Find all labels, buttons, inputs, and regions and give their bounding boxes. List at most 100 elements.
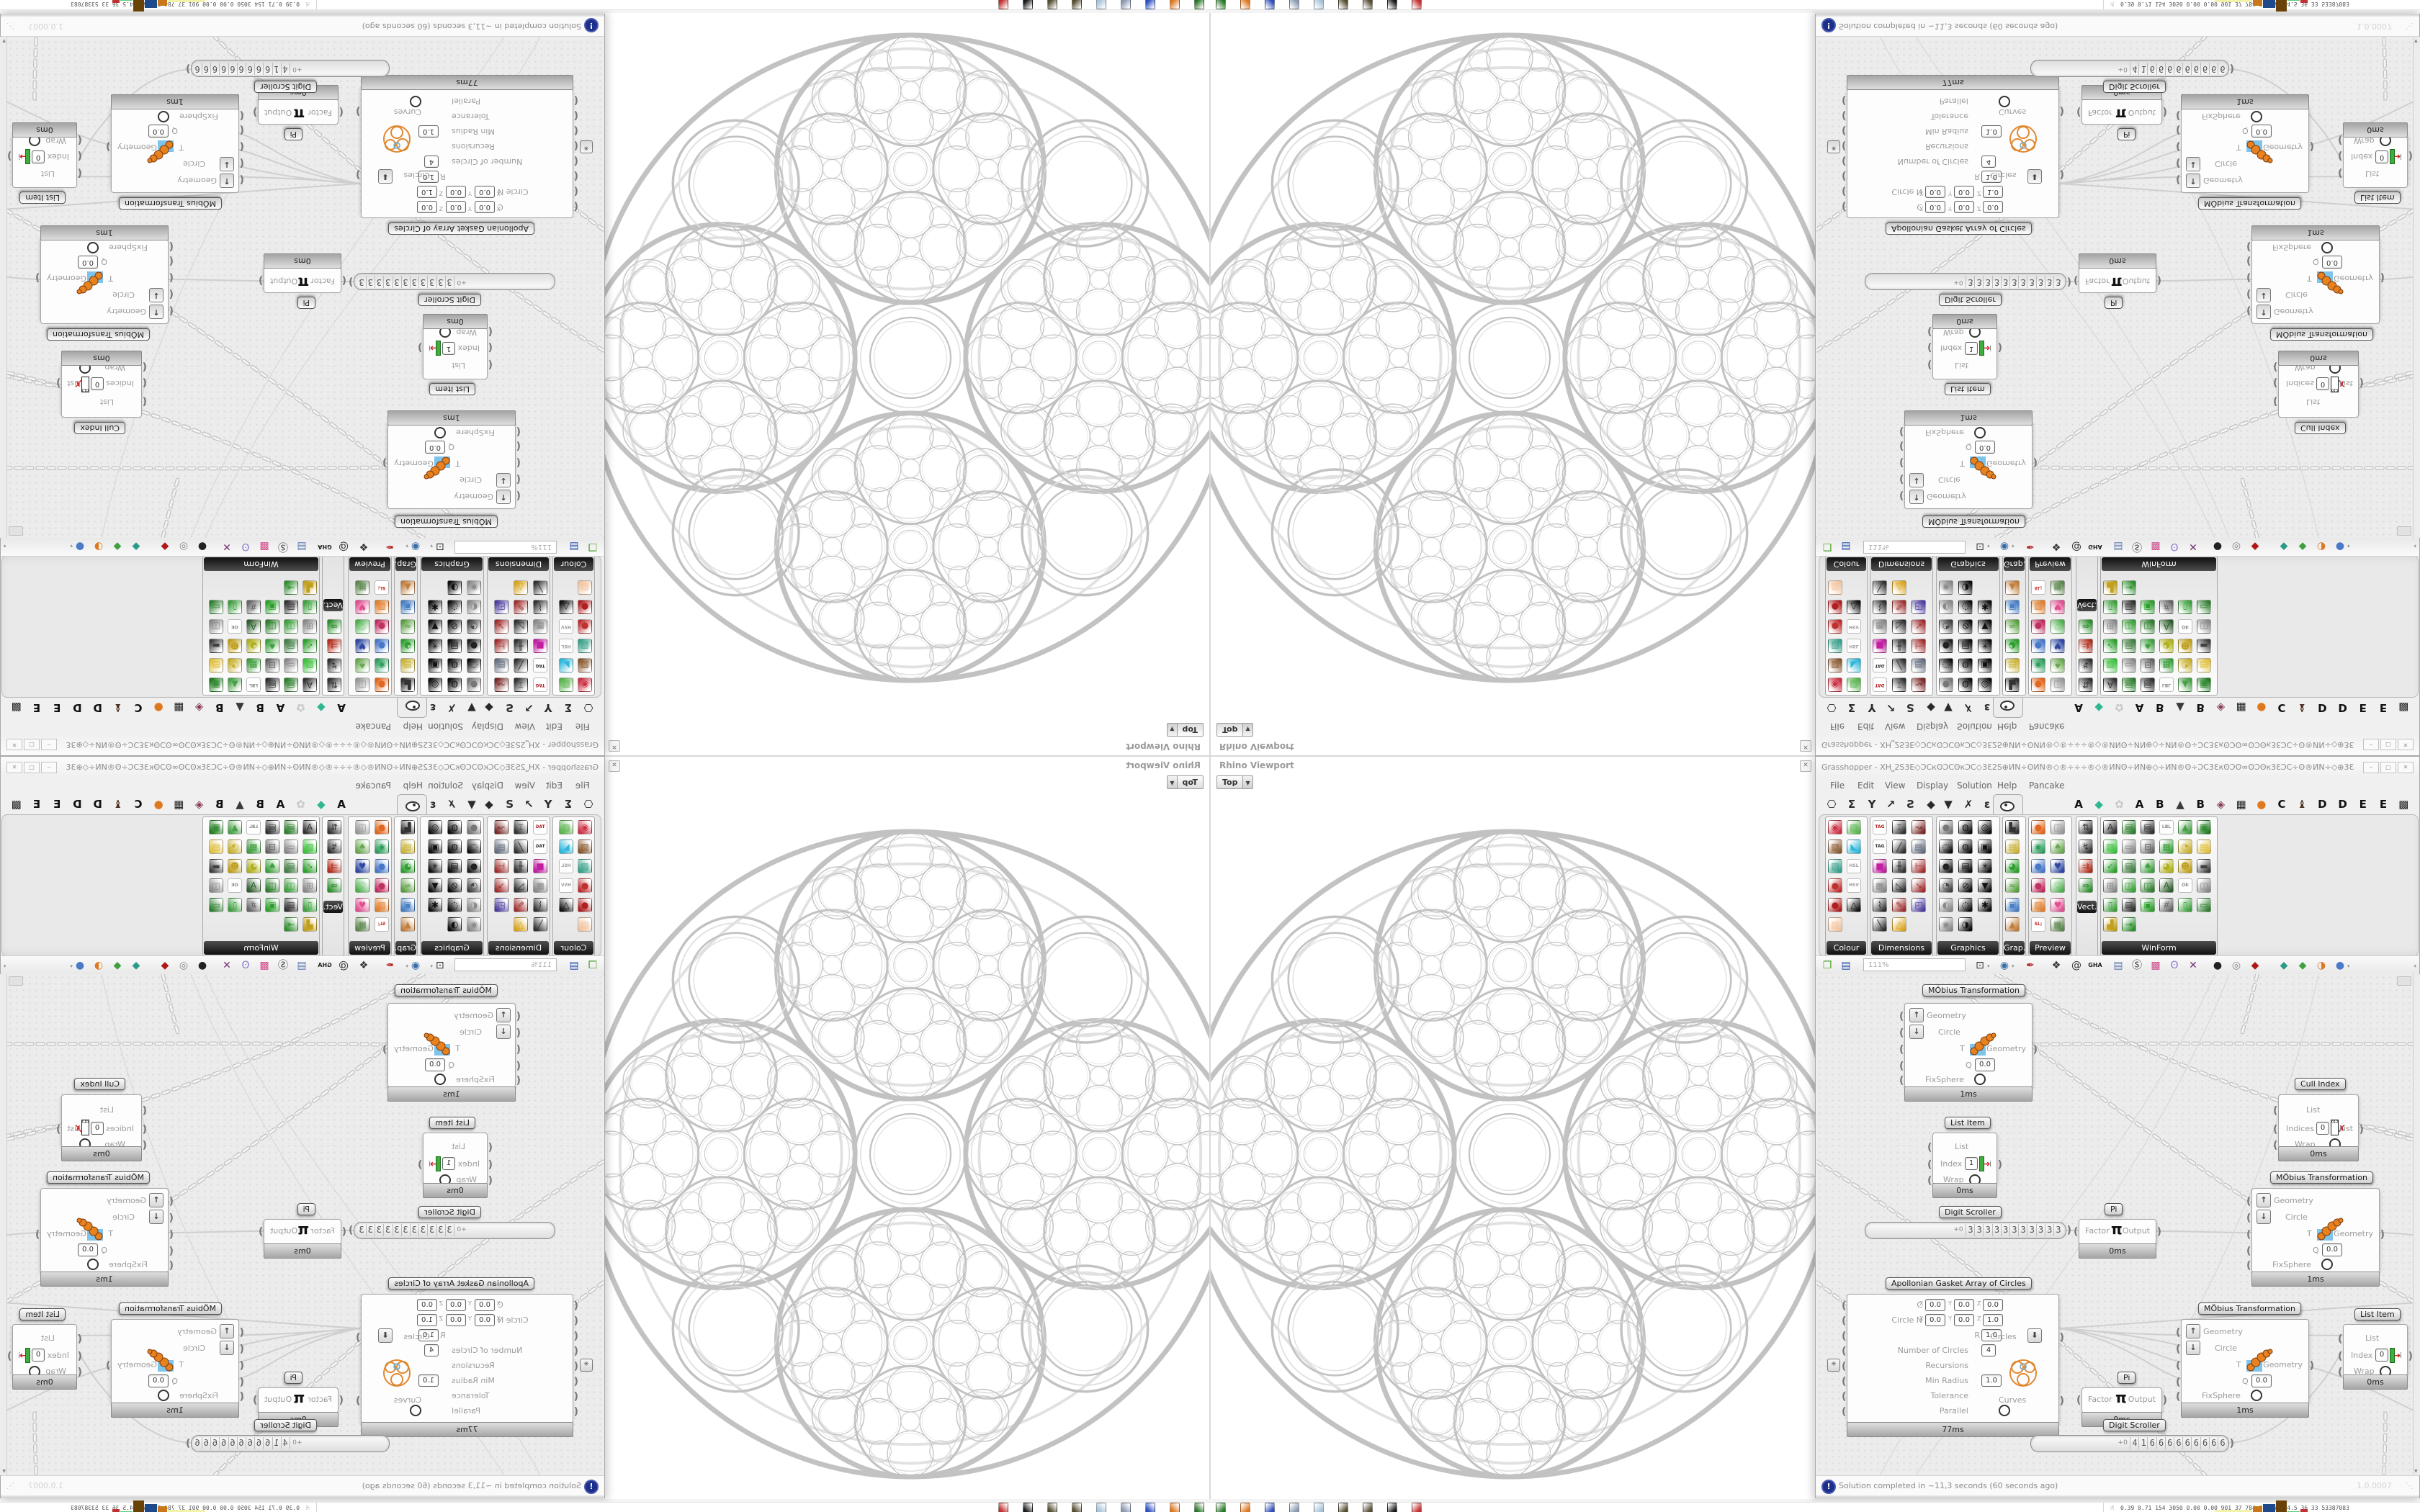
open-file-icon[interactable]: ❐ [1822,541,1832,552]
palette-icon[interactable]: ▧ [559,678,573,692]
ball-orange-icon[interactable]: ◑ [94,960,104,971]
node-body-listitem[interactable]: ((() List Index 1 ➜ i Wrap [418,1133,493,1187]
document-icon[interactable]: ▤ [2113,541,2123,552]
input-socket[interactable]: ( [573,1346,578,1357]
palette-icon[interactable]: ⊟ [2141,840,2155,854]
plugin-tab-13[interactable]: D [73,798,82,811]
taskbar-app-green-icon[interactable] [1194,1503,1204,1512]
gem-teal-icon[interactable]: ◆ [2280,960,2288,971]
gem-green-icon[interactable]: ◆ [2298,960,2307,971]
input-socket[interactable]: ( [239,1327,244,1338]
palette-icon[interactable]: ▧ [1847,678,1861,692]
scroller-digit[interactable]: 6 [2218,63,2227,75]
input-socket[interactable]: ( [142,1140,147,1151]
input-socket[interactable]: ( [573,94,578,106]
palette-icon[interactable]: ◌ [467,840,481,854]
scroller-digit[interactable]: 1 [2138,1437,2148,1449]
display-tab-icon[interactable] [1999,796,2016,812]
menu-file[interactable]: File [575,780,590,791]
scroller-digit[interactable]: 3 [392,1224,402,1236]
input-socket[interactable]: ( [239,1344,244,1355]
palette-label[interactable]: Vect.. [321,599,343,611]
plugin-tab-9[interactable]: ● [2257,798,2267,811]
chevron-down-icon[interactable]: ▾ [1987,543,1990,549]
palette-icon[interactable]: ● [467,820,481,834]
palette-icon[interactable]: △ [1892,580,1906,595]
palette-icon[interactable]: ▟ [2103,917,2118,932]
plugin-tab-2[interactable]: ✿ [296,701,305,714]
palette-icon[interactable]: ⊞ [302,878,317,893]
scroller-digit[interactable]: 1 [2138,63,2148,75]
chevron-down-icon[interactable]: ▾ [70,963,73,969]
palette-icon[interactable]: ╫ [1892,859,1906,873]
input-socket[interactable]: ( [341,1226,346,1238]
menu-view[interactable]: View [1885,780,1906,791]
palette-icon[interactable]: ◔ [1939,878,1953,893]
palette-icon[interactable]: ⊢ [1912,859,1926,873]
node-body-listitem[interactable]: ((() List Index 1 ➜ i Wrap [1927,1133,2002,1187]
input-socket[interactable]: ( [2246,240,2251,252]
palette-label[interactable]: Vect.. [321,901,343,913]
scroller-digit[interactable]: 6 [2208,1437,2218,1449]
output-socket[interactable]: ) [2380,271,2385,283]
flatten-icon[interactable]: ↑ [2257,1193,2271,1207]
palette-icon[interactable]: ▤ [284,859,298,873]
output-socket[interactable]: ) [2380,1229,2385,1241]
palette-icon[interactable]: ▤ [284,600,298,614]
viewport-close-icon[interactable]: ✕ [1800,760,1811,772]
taskbar-document-icon[interactable] [1121,1503,1131,1512]
input-socket[interactable]: ( [1899,490,1904,501]
palette-icon[interactable]: ● [578,619,592,634]
graft-icon[interactable]: ↓ [1909,1025,1924,1039]
input-socket[interactable]: ( [2246,1196,2251,1207]
palette-icon[interactable]: ◌ [1939,840,1953,854]
camera-icon[interactable]: ❖ [359,960,369,971]
palette-icon[interactable]: ▲ [2005,580,2020,595]
plugin-tab-16[interactable]: ▩ [11,798,22,811]
save-file-icon[interactable]: ▤ [1841,541,1851,552]
scroller-digit[interactable]: 3 [2018,276,2028,288]
input-socket[interactable]: ( [488,1142,493,1153]
node-body-mobius[interactable]: ((((() ↑ ↓ Geometry Circle T Geometry Q 0.0 FixSp… [382,1003,521,1088]
palette-icon[interactable]: HSL [559,859,573,873]
palette-icon[interactable]: ♥ [355,639,369,653]
node-label[interactable]: Digit Scroller [254,81,317,93]
taskbar-firefox-icon[interactable] [1170,0,1180,9]
output-socket[interactable]: ) [2059,1395,2064,1407]
curve-tab-icon[interactable]: Ƨ [1906,798,1915,811]
palette-icon[interactable]: ● [578,898,592,912]
palette-icon[interactable]: ⇉ [2079,639,2093,653]
output-socket[interactable]: ) [253,106,258,117]
input-socket[interactable]: ( [2273,1124,2278,1135]
palette-icon[interactable]: ● [578,600,592,614]
palette-icon[interactable]: ▤ [400,840,415,854]
input-socket[interactable]: ( [77,1333,82,1345]
input-socket[interactable]: ( [1842,94,1847,106]
output-socket[interactable]: ) [2059,168,2064,180]
palette-icon[interactable]: ◍ [1958,840,1973,854]
flatten-icon[interactable]: ↑ [149,305,163,319]
plugin-tab-7[interactable]: ◈ [2216,798,2226,811]
palette-icon[interactable]: ▦ [2159,658,2174,672]
palette-icon[interactable]: ◉ [1828,678,1842,692]
input-socket[interactable]: ( [1842,1331,1847,1342]
output-socket[interactable]: ) [56,1124,61,1135]
palette-icon[interactable]: # [2159,600,2174,614]
node-label[interactable]: Pi [2118,1372,2136,1384]
palette-icon[interactable]: ▣ [1978,840,1992,854]
output-socket[interactable]: ) [253,1395,258,1406]
plugin-tab-11[interactable]: ♝ [2297,798,2307,811]
palette-icon[interactable]: ▤ [447,639,462,653]
palette-icon[interactable]: ♡ [2051,619,2065,634]
node-body-mobius[interactable]: ((((() ↑ ↓ Geometry Circle T Geometry Q 0.0 FixSp… [106,108,244,193]
plugin-tab-8[interactable]: ▦ [2236,701,2246,714]
input-socket[interactable]: ( [1842,1391,1847,1403]
plugin-tab-10[interactable]: C [134,701,143,714]
plugin-tab-11[interactable]: ♝ [2297,701,2307,714]
plugin-tab-13[interactable]: D [2338,798,2347,811]
scroller-digit[interactable]: 6 [202,1437,212,1449]
plugin-tab-3[interactable]: A [276,701,285,714]
palette-icon[interactable]: ⇅ [2079,678,2093,692]
palette-icon[interactable]: ◔ [2178,658,2192,672]
dna-icon[interactable]: ✕ [223,541,231,552]
